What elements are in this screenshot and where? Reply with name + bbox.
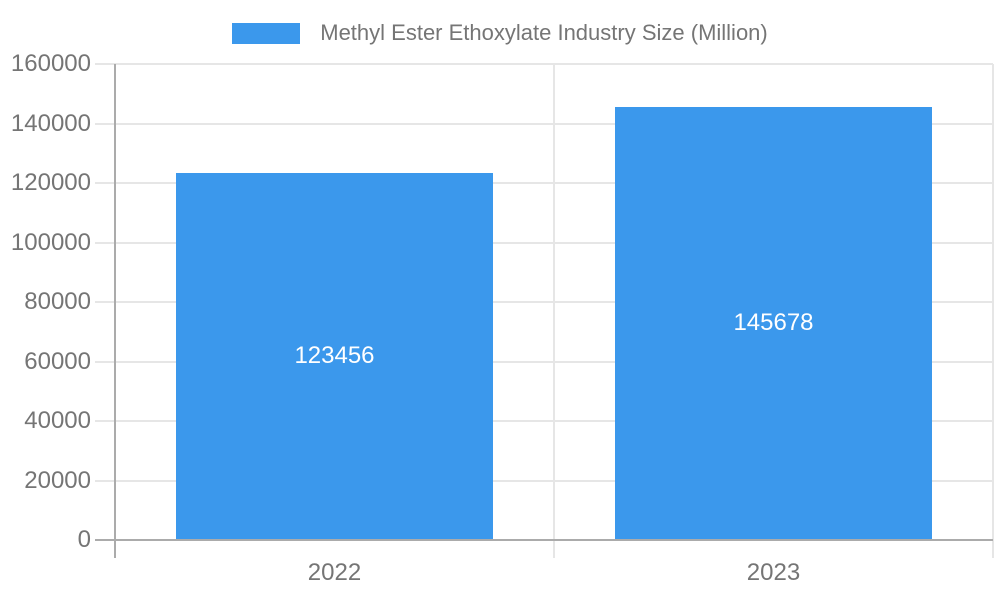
y-axis-tick xyxy=(95,420,115,422)
gridline-vertical xyxy=(992,64,994,558)
y-axis-tick-label: 120000 xyxy=(10,169,91,196)
legend: Methyl Ester Ethoxylate Industry Size (M… xyxy=(0,20,1000,46)
bar-value-label: 123456 xyxy=(294,342,375,370)
y-axis-tick xyxy=(95,122,115,125)
y-axis-tick-label: 160000 xyxy=(10,50,91,77)
y-axis-tick xyxy=(95,182,115,184)
bar-2022: 123456 xyxy=(176,172,493,540)
y-axis-tick xyxy=(95,360,115,363)
y-axis-tick-label: 0 xyxy=(77,526,91,553)
y-axis-tick-label: 60000 xyxy=(24,347,91,375)
y-axis-line xyxy=(114,64,116,558)
y-axis-tick-label: 140000 xyxy=(10,109,91,137)
y-axis-tick xyxy=(95,241,115,244)
y-axis-tick-label: 40000 xyxy=(24,407,91,434)
legend-swatch xyxy=(232,22,301,44)
legend-label: Methyl Ester Ethoxylate Industry Size (M… xyxy=(320,20,768,45)
plot-area: 0 20000 40000 60000 80000 100000 120000 140000 1… xyxy=(11,50,994,586)
y-axis-tick xyxy=(95,479,115,482)
gridline-vertical xyxy=(553,64,555,558)
y-axis-tick xyxy=(95,301,115,303)
y-axis-tick-label: 80000 xyxy=(24,288,91,315)
x-axis-line xyxy=(95,539,993,541)
x-axis-tick-label: 2022 xyxy=(307,559,362,586)
bar-value-label: 145678 xyxy=(733,309,814,337)
x-axis-tick-label: 2023 xyxy=(746,559,801,586)
y-axis-tick xyxy=(95,63,115,65)
bar-2023: 145678 xyxy=(615,106,932,540)
y-axis-tick-label: 100000 xyxy=(10,228,91,256)
y-axis-tick-label: 20000 xyxy=(24,466,91,494)
